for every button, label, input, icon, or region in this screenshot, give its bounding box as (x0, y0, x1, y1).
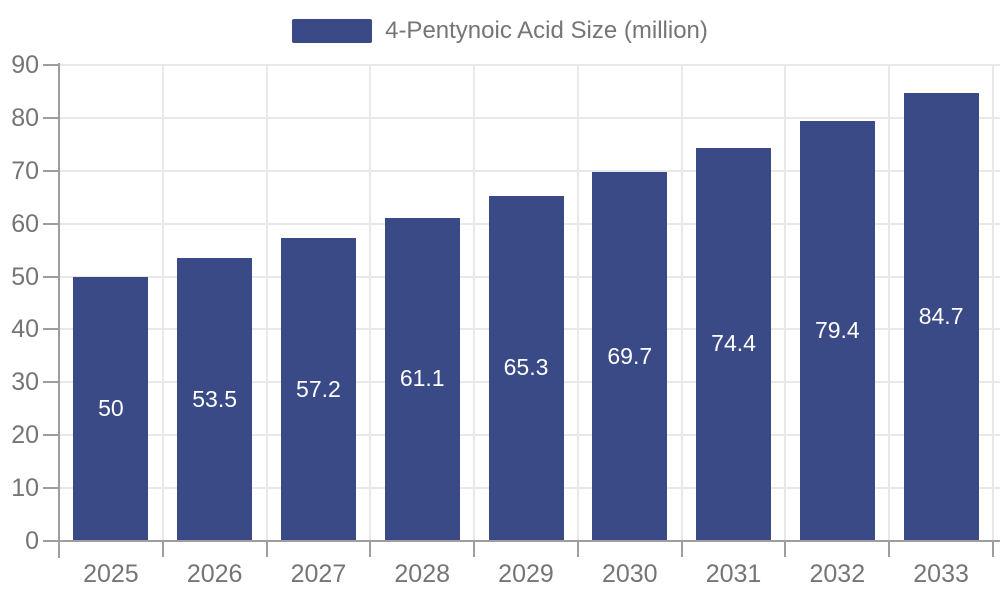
x-category-label: 2028 (394, 560, 451, 588)
bar[interactable]: 84.7 (903, 93, 979, 540)
x-category-label: 2030 (601, 560, 658, 588)
bar-value-label: 79.4 (814, 317, 860, 344)
y-tick-label: 30 (11, 368, 39, 397)
y-tick-label: 80 (11, 103, 39, 132)
x-category-label: 2033 (913, 560, 969, 588)
y-axis-tick (43, 222, 59, 225)
bar[interactable]: 65.3 (488, 195, 564, 540)
x-gridline (888, 65, 891, 541)
x-axis-tick (888, 541, 891, 557)
bar-value-label: 69.7 (607, 342, 653, 369)
legend-label: 4-Pentynoic Acid Size (million) (385, 17, 708, 44)
y-axis-tick (43, 434, 59, 437)
bar[interactable]: 57.2 (280, 238, 356, 540)
x-gridline (161, 65, 164, 541)
bar-value-label: 53.5 (192, 385, 238, 412)
x-gridline (265, 65, 268, 541)
x-axis-tick (369, 541, 372, 557)
y-tick-label: 10 (11, 474, 39, 503)
bar[interactable]: 74.4 (696, 147, 772, 540)
x-gridline (784, 65, 787, 541)
y-axis-tick (43, 275, 59, 278)
bar[interactable]: 69.7 (592, 172, 668, 540)
x-axis-tick (161, 541, 164, 557)
x-axis-tick (265, 541, 268, 557)
y-gridline (59, 116, 1000, 119)
y-axis-line (58, 63, 60, 558)
y-gridline (59, 64, 1000, 66)
x-axis-tick (992, 541, 994, 557)
bar[interactable]: 79.4 (799, 121, 875, 540)
legend-swatch (292, 19, 373, 43)
x-category-label: 2025 (83, 560, 139, 588)
y-axis-tick (43, 487, 59, 490)
bar-value-label: 74.4 (711, 330, 756, 357)
x-gridline (576, 65, 579, 541)
y-tick-label: 90 (11, 51, 39, 79)
x-category-label: 2027 (290, 560, 347, 588)
bar-value-label: 61.1 (399, 365, 445, 392)
x-category-label: 2026 (186, 560, 243, 588)
bar[interactable]: 50 (73, 276, 149, 540)
x-axis-line (43, 540, 1000, 542)
x-axis-tick (576, 541, 579, 557)
x-category-label: 2031 (705, 560, 762, 588)
y-axis-tick (43, 381, 59, 384)
y-tick-label: 50 (11, 262, 39, 291)
y-axis-tick (43, 328, 59, 331)
y-tick-label: 60 (11, 209, 39, 238)
bar-value-label: 84.7 (918, 303, 964, 329)
y-tick-label: 70 (11, 156, 39, 185)
y-axis-tick (43, 116, 59, 119)
x-category-label: 2029 (498, 560, 554, 588)
x-gridline (369, 65, 372, 541)
x-category-label: 2032 (809, 560, 866, 588)
y-tick-label: 40 (11, 315, 39, 344)
y-axis-tick (43, 64, 59, 66)
x-gridline (680, 65, 683, 541)
y-tick-label: 0 (25, 527, 39, 555)
bar[interactable]: 61.1 (384, 217, 460, 540)
bar[interactable]: 53.5 (177, 258, 253, 540)
bar-value-label: 57.2 (296, 375, 341, 402)
x-gridline (473, 65, 476, 541)
legend[interactable]: 4-Pentynoic Acid Size (million) (0, 17, 1000, 44)
bar-value-label: 65.3 (503, 354, 549, 381)
y-gridline (59, 169, 1000, 172)
x-axis-tick (680, 541, 683, 557)
y-axis-tick (43, 169, 59, 172)
x-gridline (992, 65, 994, 541)
x-axis-tick (473, 541, 476, 557)
x-axis-tick (784, 541, 787, 557)
bar-value-label: 50 (98, 394, 124, 421)
y-tick-label: 20 (11, 421, 39, 450)
